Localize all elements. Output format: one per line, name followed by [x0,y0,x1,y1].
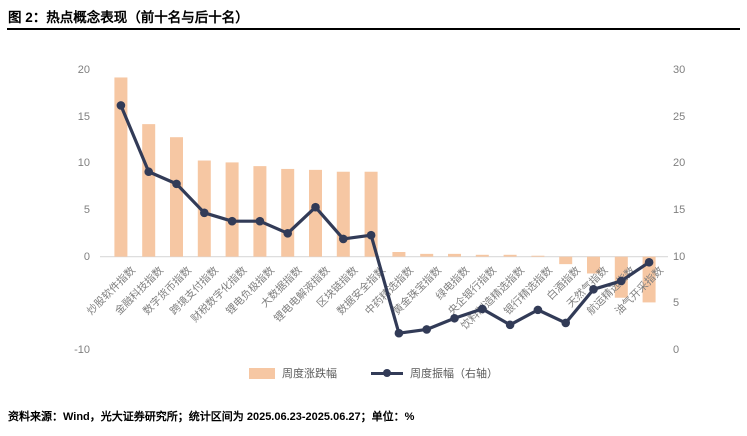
left-axis-tick: 20 [77,64,90,76]
chart-legend: 周度涨跌幅 周度振幅（右轴） [0,365,747,381]
left-axis-tick: 0 [83,250,90,263]
amplitude-point [450,313,459,323]
amplitude-point [505,320,515,330]
legend-item-bar: 周度涨跌幅 [249,365,337,381]
amplitude-point [172,179,181,189]
amplitude-point [589,285,598,294]
right-axis-tick: 15 [673,204,686,216]
left-axis-tick: 15 [77,110,90,123]
weekly-change-bar [559,256,573,265]
weekly-change-bar [420,253,434,257]
legend-item-line: 周度振幅（右轴） [371,365,498,381]
title-divider [7,28,740,30]
amplitude-point [283,229,293,238]
weekly-change-bar [392,252,406,257]
weekly-change-bar [253,166,267,257]
amplitude-point [200,208,209,218]
amplitude-point [366,230,376,240]
bar-series-swatch [249,367,275,379]
weekly-change-bar [503,254,517,257]
amplitude-point [644,257,654,267]
amplitude-point [533,305,543,315]
weekly-change-bar [475,254,489,257]
amplitude-point [617,276,626,286]
left-axis-tick: 10 [77,157,90,170]
left-axis-tick: -10 [74,344,90,356]
line-series-label: 周度振幅（右轴） [410,368,498,380]
weekly-change-bar [531,255,545,257]
amplitude-point [144,167,153,177]
amplitude-line [119,104,650,335]
weekly-change-bar [309,169,322,257]
weekly-change-bar [225,162,239,257]
right-axis-tick: 25 [673,110,686,123]
weekly-change-bar [587,256,600,274]
weekly-change-bar [142,124,156,257]
figure-title: 图 2：热点概念表现（前十名与后十名） [8,10,249,25]
amplitude-point [561,318,570,328]
amplitude-point [255,216,265,226]
amplitude-point [227,216,237,226]
right-axis-tick: 10 [673,250,686,263]
line-swatch-marker-icon [383,369,391,377]
line-series-swatch [371,368,403,379]
right-axis-tick: 5 [673,297,680,310]
amplitude-point [422,325,432,334]
bar-series-label: 周度涨跌幅 [282,368,337,380]
weekly-change-bar [448,253,461,257]
right-axis-tick: 0 [673,344,680,356]
source-note: 资料来源：Wind，光大证券研究所；统计区间为 2025.06.23-2025.… [8,411,415,423]
right-axis-tick: 20 [673,157,686,170]
weekly-change-bar [170,137,183,257]
amplitude-point [478,304,487,314]
amplitude-point [394,328,404,338]
amplitude-point [311,202,320,212]
amplitude-point [116,101,126,110]
weekly-change-bar [114,77,128,257]
right-axis-tick: 30 [673,64,686,76]
amplitude-point [339,234,348,244]
weekly-change-bar [642,256,656,303]
left-axis-tick: 5 [83,204,90,216]
